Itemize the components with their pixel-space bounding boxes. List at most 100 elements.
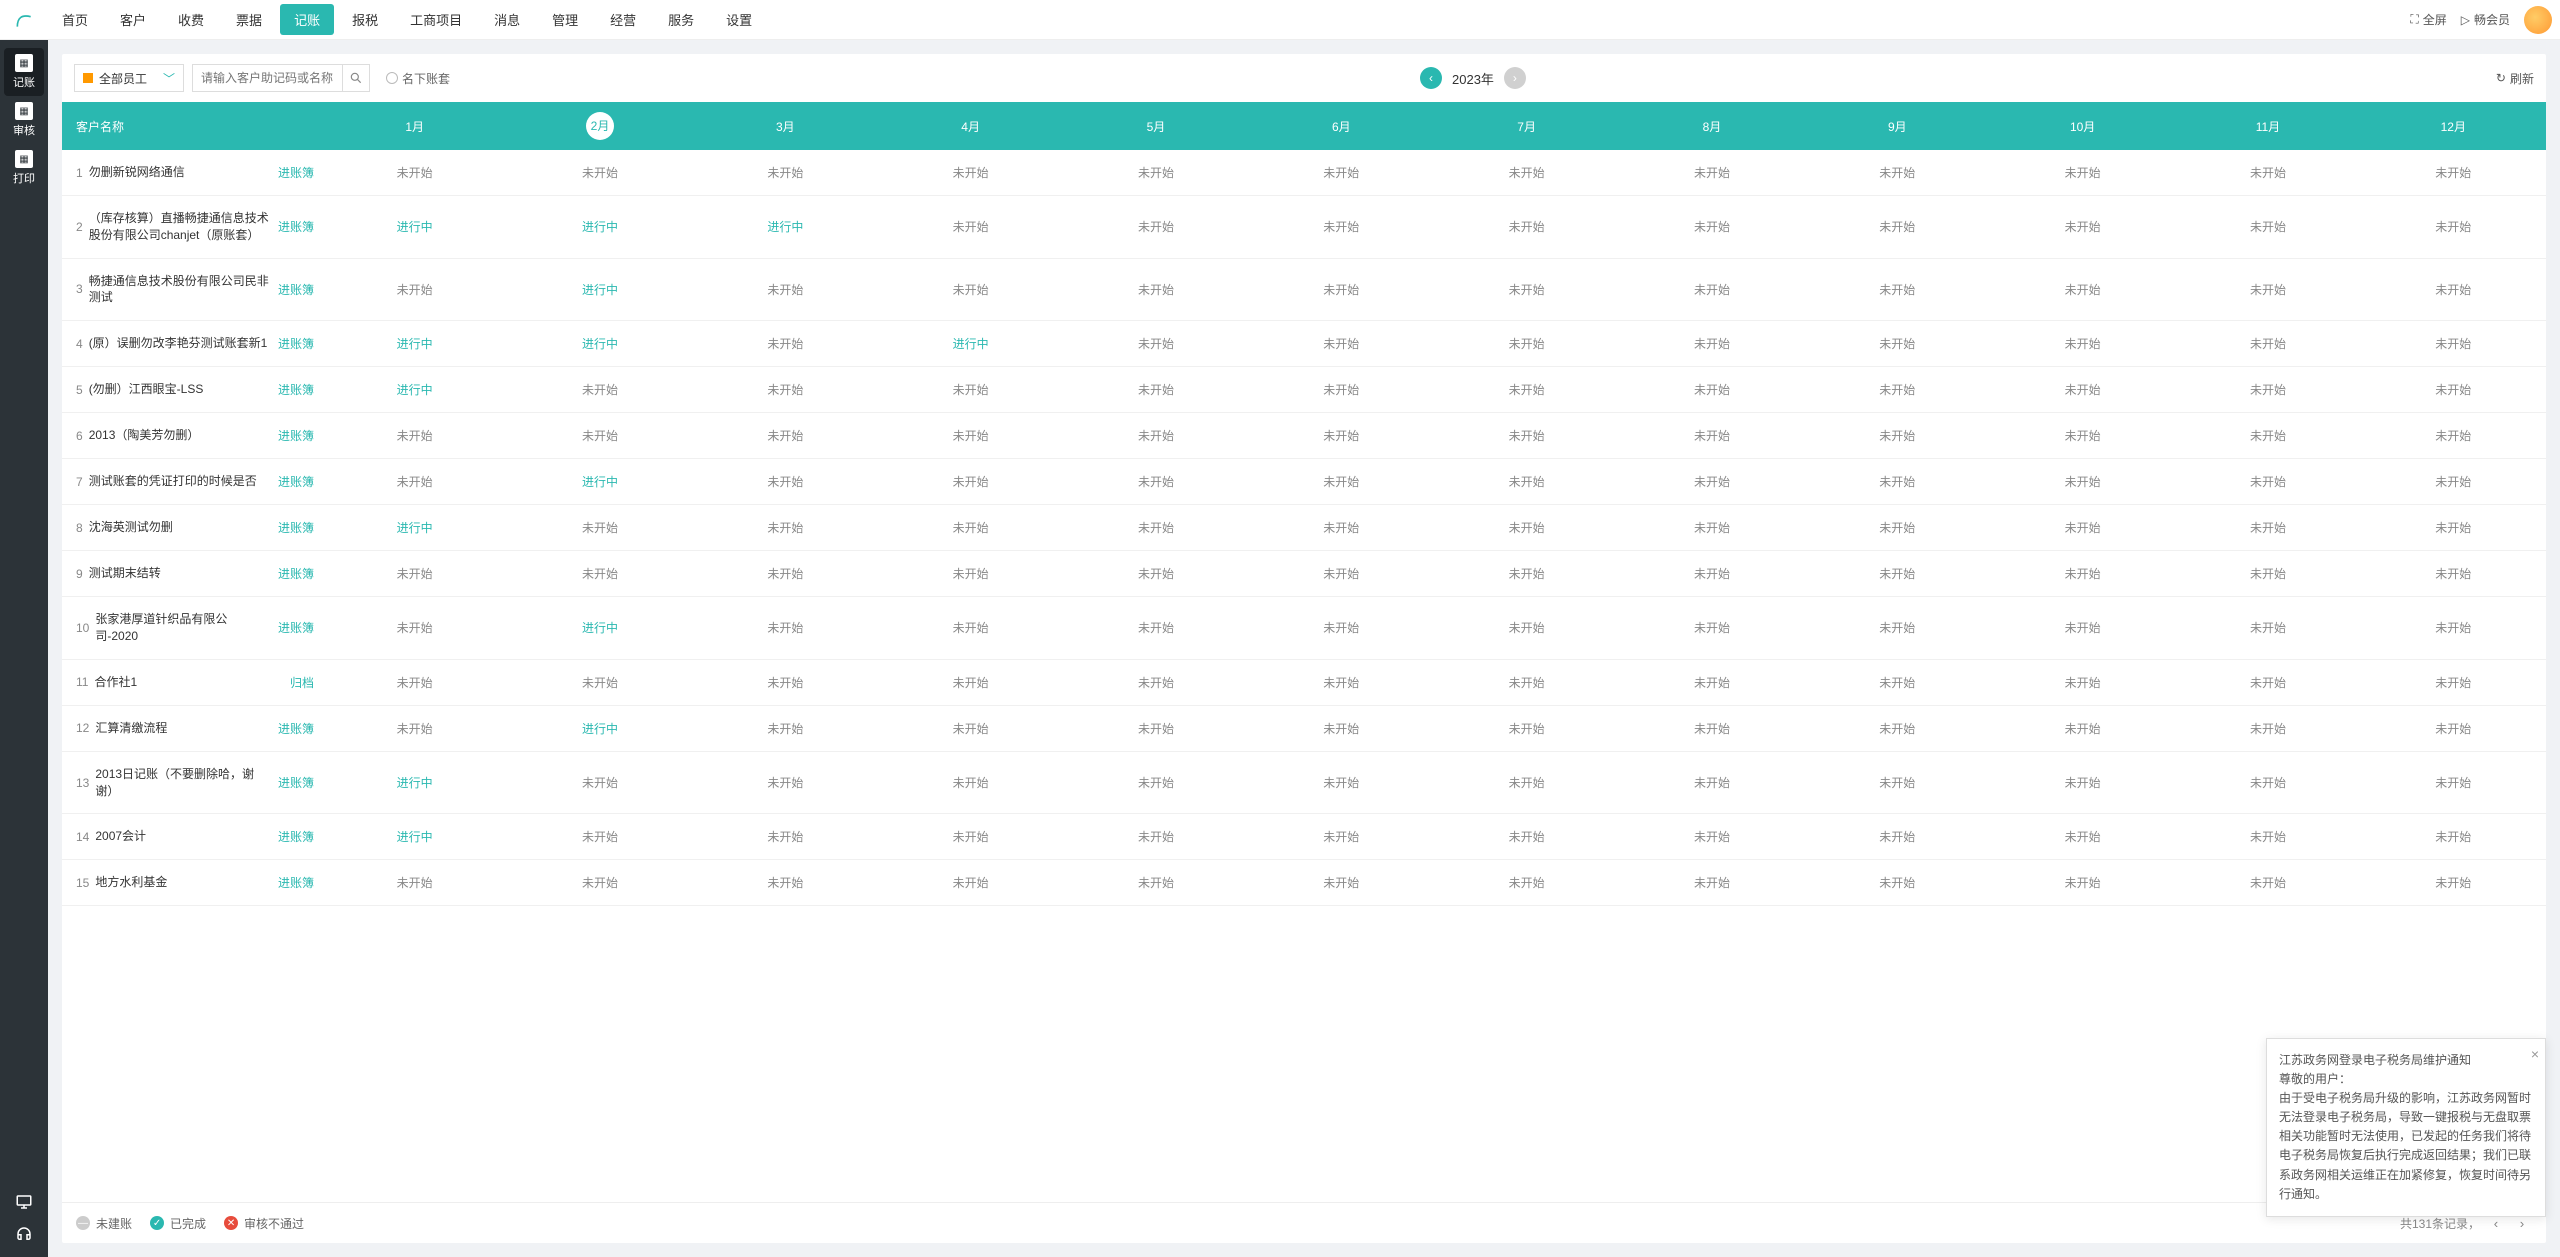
year-next-button[interactable]: › <box>1504 67 1526 89</box>
status-cell[interactable]: 未开始 <box>322 413 507 459</box>
ledger-link[interactable]: 进账簿 <box>278 164 314 181</box>
rail-item-0[interactable]: ▦记账 <box>4 48 44 96</box>
vip-button[interactable]: ▷ 畅会员 <box>2461 11 2510 28</box>
status-cell[interactable]: 进行中 <box>322 505 507 551</box>
topnav-item-8[interactable]: 管理 <box>538 4 592 35</box>
ledger-link[interactable]: 进账簿 <box>278 427 314 444</box>
ledger-link[interactable]: 进账簿 <box>278 874 314 891</box>
status-cell[interactable]: 未开始 <box>507 413 692 459</box>
status-cell[interactable]: 未开始 <box>2175 860 2360 906</box>
status-cell[interactable]: 未开始 <box>1434 413 1619 459</box>
status-cell[interactable]: 未开始 <box>878 459 1063 505</box>
status-cell[interactable]: 进行中 <box>507 258 692 321</box>
status-cell[interactable]: 未开始 <box>2175 705 2360 751</box>
topnav-item-6[interactable]: 工商项目 <box>396 4 476 35</box>
status-cell[interactable]: 未开始 <box>1990 659 2175 705</box>
status-cell[interactable]: 未开始 <box>2361 505 2546 551</box>
topnav-item-7[interactable]: 消息 <box>480 4 534 35</box>
search-input[interactable] <box>192 64 342 92</box>
fullscreen-button[interactable]: ⛶ 全屏 <box>2410 11 2446 28</box>
ledger-link[interactable]: 进账簿 <box>278 381 314 398</box>
status-cell[interactable]: 未开始 <box>507 814 692 860</box>
status-cell[interactable]: 进行中 <box>322 751 507 814</box>
status-cell[interactable]: 未开始 <box>1063 751 1248 814</box>
status-cell[interactable]: 未开始 <box>1063 814 1248 860</box>
ledger-link[interactable]: 进账簿 <box>278 774 314 791</box>
status-cell[interactable]: 未开始 <box>1249 150 1434 196</box>
status-cell[interactable]: 进行中 <box>507 196 692 259</box>
status-cell[interactable]: 未开始 <box>1434 505 1619 551</box>
status-cell[interactable]: 未开始 <box>1434 551 1619 597</box>
status-cell[interactable]: 未开始 <box>2361 367 2546 413</box>
status-cell[interactable]: 未开始 <box>2361 196 2546 259</box>
status-cell[interactable]: 未开始 <box>2175 196 2360 259</box>
status-cell[interactable]: 未开始 <box>322 150 507 196</box>
topnav-item-2[interactable]: 收费 <box>164 4 218 35</box>
status-cell[interactable]: 未开始 <box>2175 258 2360 321</box>
col-header-month-4[interactable]: 4月 <box>878 102 1063 150</box>
status-cell[interactable]: 未开始 <box>1249 705 1434 751</box>
rail-item-1[interactable]: ▦审核 <box>4 96 44 144</box>
status-cell[interactable]: 未开始 <box>1619 705 1804 751</box>
status-cell[interactable]: 未开始 <box>507 367 692 413</box>
status-cell[interactable]: 未开始 <box>1619 860 1804 906</box>
status-cell[interactable]: 未开始 <box>1990 196 2175 259</box>
col-header-month-5[interactable]: 5月 <box>1063 102 1248 150</box>
status-cell[interactable]: 未开始 <box>1619 196 1804 259</box>
status-cell[interactable]: 进行中 <box>322 321 507 367</box>
status-cell[interactable]: 未开始 <box>1805 860 1990 906</box>
status-cell[interactable]: 未开始 <box>1063 860 1248 906</box>
status-cell[interactable]: 未开始 <box>878 413 1063 459</box>
ledger-link[interactable]: 进账簿 <box>278 619 314 636</box>
status-cell[interactable]: 进行中 <box>507 321 692 367</box>
status-cell[interactable]: 未开始 <box>2361 413 2546 459</box>
status-cell[interactable]: 未开始 <box>1990 459 2175 505</box>
status-cell[interactable]: 未开始 <box>1805 814 1990 860</box>
status-cell[interactable]: 未开始 <box>693 459 878 505</box>
status-cell[interactable]: 未开始 <box>322 258 507 321</box>
col-header-month-9[interactable]: 9月 <box>1805 102 1990 150</box>
status-cell[interactable]: 未开始 <box>1990 258 2175 321</box>
col-header-month-2[interactable]: 2月 <box>507 102 692 150</box>
status-cell[interactable]: 未开始 <box>2175 367 2360 413</box>
status-cell[interactable]: 未开始 <box>1249 196 1434 259</box>
status-cell[interactable]: 未开始 <box>1990 705 2175 751</box>
topnav-item-4[interactable]: 记账 <box>280 4 334 35</box>
status-cell[interactable]: 未开始 <box>2175 321 2360 367</box>
status-cell[interactable]: 未开始 <box>1249 551 1434 597</box>
status-cell[interactable]: 未开始 <box>1434 751 1619 814</box>
status-cell[interactable]: 未开始 <box>507 150 692 196</box>
status-cell[interactable]: 进行中 <box>507 459 692 505</box>
status-cell[interactable]: 未开始 <box>1619 505 1804 551</box>
status-cell[interactable]: 未开始 <box>1619 321 1804 367</box>
col-header-month-3[interactable]: 3月 <box>693 102 878 150</box>
status-cell[interactable]: 进行中 <box>693 196 878 259</box>
status-cell[interactable]: 未开始 <box>693 597 878 660</box>
status-cell[interactable]: 未开始 <box>1990 505 2175 551</box>
status-cell[interactable]: 未开始 <box>1619 459 1804 505</box>
ledger-link[interactable]: 进账簿 <box>278 565 314 582</box>
col-header-month-1[interactable]: 1月 <box>322 102 507 150</box>
status-cell[interactable]: 未开始 <box>1619 814 1804 860</box>
status-cell[interactable]: 未开始 <box>1619 551 1804 597</box>
col-header-month-12[interactable]: 12月 <box>2361 102 2546 150</box>
status-cell[interactable]: 未开始 <box>2361 551 2546 597</box>
status-cell[interactable]: 未开始 <box>1063 321 1248 367</box>
status-cell[interactable]: 未开始 <box>1249 413 1434 459</box>
status-cell[interactable]: 未开始 <box>693 150 878 196</box>
status-cell[interactable]: 未开始 <box>1434 258 1619 321</box>
status-cell[interactable]: 未开始 <box>878 705 1063 751</box>
status-cell[interactable]: 未开始 <box>2175 751 2360 814</box>
status-cell[interactable]: 未开始 <box>693 258 878 321</box>
status-cell[interactable]: 未开始 <box>507 659 692 705</box>
status-cell[interactable]: 未开始 <box>1990 367 2175 413</box>
status-cell[interactable]: 未开始 <box>1619 150 1804 196</box>
status-cell[interactable]: 未开始 <box>1619 413 1804 459</box>
status-cell[interactable]: 未开始 <box>693 413 878 459</box>
status-cell[interactable]: 未开始 <box>693 814 878 860</box>
refresh-button[interactable]: ↻ 刷新 <box>2496 70 2534 87</box>
status-cell[interactable]: 未开始 <box>1063 551 1248 597</box>
status-cell[interactable]: 未开始 <box>322 459 507 505</box>
status-cell[interactable]: 未开始 <box>693 321 878 367</box>
ledger-link[interactable]: 进账簿 <box>278 828 314 845</box>
